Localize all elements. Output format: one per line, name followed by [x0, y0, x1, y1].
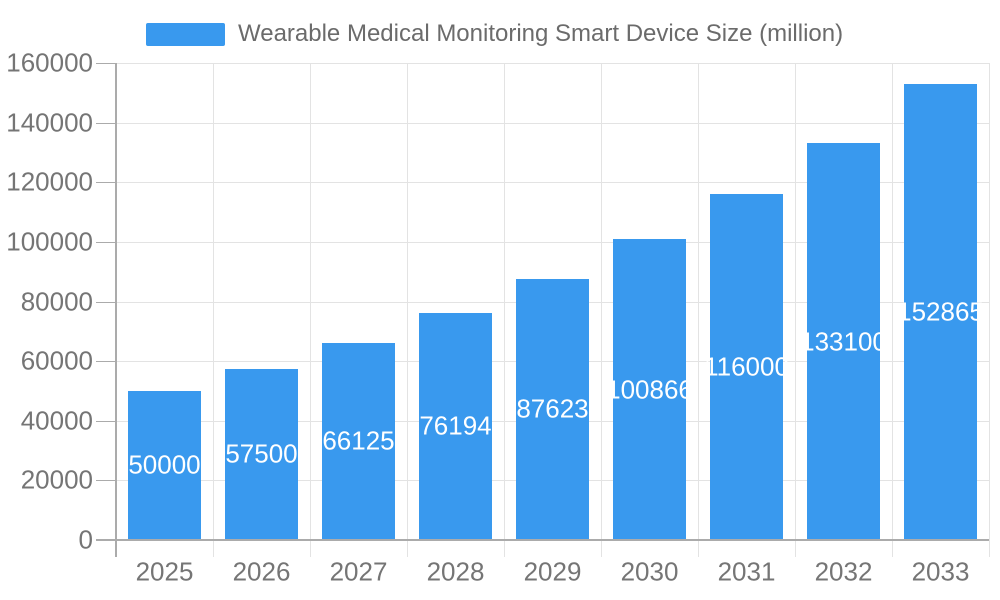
- x-tick-label: 2031: [717, 556, 776, 587]
- gridline-horizontal: [116, 63, 989, 64]
- x-tick-label: 2028: [426, 556, 485, 587]
- gridline-vertical: [601, 63, 602, 557]
- bar-value-label: 116000: [704, 351, 789, 382]
- bar-value-label: 87623: [516, 393, 589, 424]
- bar[interactable]: [710, 194, 783, 540]
- bar-value-label: 76194: [419, 410, 492, 441]
- y-axis-line: [115, 63, 117, 557]
- x-tick-label: 2025: [135, 556, 194, 587]
- bar[interactable]: [613, 239, 686, 540]
- bar[interactable]: [225, 368, 298, 540]
- y-tick-label: 60000: [20, 345, 93, 376]
- y-tick-label: 120000: [6, 166, 93, 197]
- bar[interactable]: [128, 390, 201, 540]
- gridline-horizontal: [116, 241, 989, 243]
- bar[interactable]: [419, 312, 492, 540]
- x-tick-label: 2027: [329, 556, 388, 587]
- y-tick-label: 140000: [6, 107, 93, 138]
- bar[interactable]: [904, 84, 977, 540]
- y-axis-tick: [96, 241, 116, 243]
- legend-item[interactable]: Wearable Medical Monitoring Smart Device…: [146, 20, 843, 48]
- bar-value-label: 57500: [225, 438, 298, 469]
- bar[interactable]: [322, 342, 395, 540]
- y-tick-label: 100000: [6, 226, 93, 257]
- y-axis-tick: [96, 361, 116, 363]
- gridline-vertical: [407, 63, 408, 557]
- bar-value-label: 66125: [322, 425, 395, 456]
- bar-value-label: 50000: [128, 449, 201, 480]
- y-tick-label: 0: [78, 524, 93, 555]
- y-axis-tick: [96, 420, 116, 422]
- gridline-vertical: [795, 63, 796, 557]
- x-tick-label: 2032: [814, 556, 873, 587]
- x-tick-label: 2029: [523, 556, 582, 587]
- bar-value-label: 152865: [897, 296, 984, 327]
- x-axis-line: [96, 539, 989, 541]
- plot-area: 0 20000 40000 60000 80000 100000 120000 140000 1…: [6, 48, 990, 587]
- gridline-horizontal: [116, 122, 989, 124]
- legend-swatch[interactable]: [146, 22, 225, 46]
- gridline-vertical: [310, 63, 311, 557]
- bar[interactable]: [807, 143, 880, 540]
- y-axis-tick: [96, 480, 116, 482]
- y-tick-label: 40000: [20, 405, 93, 436]
- bar-value-label: 100866: [606, 374, 693, 405]
- x-tick-label: 2030: [620, 556, 679, 587]
- x-tick-label: 2026: [232, 556, 291, 587]
- x-tick-label: 2033: [911, 556, 970, 587]
- y-axis-tick: [96, 63, 116, 64]
- y-tick-label: 80000: [20, 286, 93, 316]
- gridline-vertical: [892, 63, 893, 557]
- y-tick-label: 20000: [20, 464, 93, 495]
- y-axis-tick: [96, 301, 116, 303]
- bar[interactable]: [516, 278, 589, 540]
- gridline-vertical: [213, 63, 214, 557]
- y-axis-tick: [96, 182, 116, 184]
- gridline-vertical: [504, 63, 505, 557]
- gridline-vertical: [989, 63, 990, 557]
- gridline-vertical: [698, 63, 699, 557]
- bar-value-label: 133100: [800, 326, 887, 357]
- y-axis-tick: [96, 122, 116, 124]
- legend-label: Wearable Medical Monitoring Smart Device…: [238, 20, 844, 47]
- gridline-horizontal: [116, 182, 989, 184]
- y-tick-label: 160000: [6, 47, 93, 78]
